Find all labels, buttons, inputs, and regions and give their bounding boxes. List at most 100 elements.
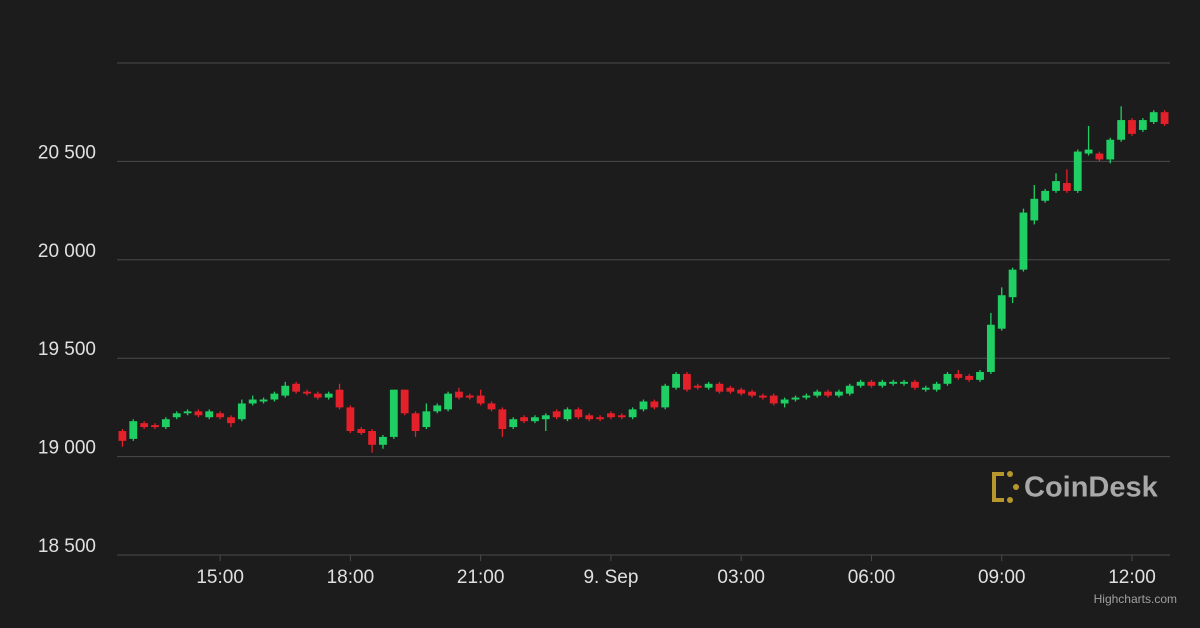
candle-body	[683, 373, 691, 390]
candle-body	[1117, 120, 1126, 140]
candle-body	[487, 403, 496, 410]
y-tick-label: 19 500	[38, 339, 96, 360]
candle-body	[389, 389, 398, 437]
candle-body	[715, 383, 724, 392]
candle-body	[1095, 153, 1104, 160]
candle-body	[737, 389, 746, 394]
candle-body	[379, 436, 387, 445]
y-tick-label: 20 000	[38, 241, 96, 262]
watermark: CoinDesk	[1024, 472, 1159, 504]
candle-body	[856, 381, 865, 386]
candle-body	[227, 417, 235, 424]
candle-body	[248, 399, 257, 404]
candle-body	[661, 385, 670, 408]
candle-body	[281, 385, 290, 396]
candle-body	[845, 385, 854, 394]
candle-body	[1138, 120, 1147, 130]
credits: Highcharts.com	[1094, 592, 1177, 606]
candle-body	[270, 393, 279, 400]
candle-body	[759, 395, 767, 398]
x-tick-label: 9. Sep	[583, 567, 638, 588]
logo-dot	[1013, 484, 1019, 490]
candle-body	[867, 381, 876, 386]
candle-body	[216, 413, 225, 418]
candle-body	[194, 411, 203, 416]
candle-body	[151, 425, 159, 428]
candle-body	[140, 423, 149, 428]
candle-body	[292, 383, 301, 392]
candle-body	[520, 417, 528, 422]
candle-body	[780, 399, 789, 404]
candle-body	[324, 393, 333, 398]
candle-body	[237, 403, 246, 420]
candle-body	[1062, 183, 1071, 191]
y-tick-label: 19 000	[38, 438, 96, 459]
y-tick-label: 18 500	[38, 536, 96, 557]
candle-body	[585, 415, 594, 420]
candle-body	[476, 395, 485, 404]
candle-body	[1149, 112, 1158, 123]
candle-body	[650, 401, 659, 408]
candle-body	[824, 391, 832, 396]
x-tick-label: 18:00	[327, 567, 375, 588]
x-tick-label: 21:00	[457, 567, 505, 588]
x-tick-label: 15:00	[196, 567, 244, 588]
candle-body	[726, 387, 735, 392]
candle-body	[335, 389, 344, 408]
candle-body	[997, 295, 1006, 329]
candle-body	[400, 389, 409, 414]
candle-body	[422, 411, 431, 428]
candle-body	[628, 409, 637, 418]
candle-body	[813, 391, 822, 396]
candle-body	[183, 411, 192, 414]
candle-body	[161, 419, 170, 428]
candle-body	[834, 391, 843, 396]
candle-body	[563, 409, 572, 420]
candle-body	[129, 421, 138, 439]
candle-body	[1030, 198, 1039, 221]
watermark-logo	[992, 471, 1019, 503]
x-tick-label: 09:00	[978, 567, 1026, 588]
candle-body	[607, 413, 615, 418]
candle-body	[617, 415, 626, 418]
logo-dot	[1007, 497, 1013, 503]
logo-dot	[1007, 471, 1013, 477]
candle-body	[259, 399, 268, 402]
candle-body	[986, 324, 995, 372]
candle-body	[1019, 212, 1028, 270]
candle-body	[802, 395, 811, 398]
candle-body	[1073, 151, 1082, 191]
x-tick-label: 06:00	[848, 567, 896, 588]
candle-body	[455, 391, 463, 398]
candle-body	[205, 411, 214, 418]
candle-body	[303, 391, 311, 394]
candle-body	[411, 413, 420, 432]
candle-body	[346, 407, 355, 432]
candle-body	[1084, 149, 1093, 154]
candle-body	[1160, 112, 1169, 125]
candle-body	[552, 411, 561, 418]
candle-body	[1008, 269, 1017, 298]
candle-body	[639, 401, 648, 410]
candle-body	[748, 391, 756, 396]
candle-body	[444, 393, 453, 410]
candle-body	[596, 417, 604, 420]
y-tick-label: 20 500	[38, 142, 96, 163]
candle-body	[693, 385, 702, 388]
x-tick-label: 12:00	[1108, 567, 1156, 588]
candle-body	[433, 405, 442, 412]
candle-body	[368, 431, 377, 445]
candle-body	[1106, 139, 1115, 160]
candle-body	[954, 373, 963, 378]
candle-body	[172, 413, 181, 418]
candle-body	[932, 383, 941, 390]
candle-body	[976, 371, 984, 380]
x-tick-label: 03:00	[717, 567, 765, 588]
candle-body	[943, 373, 952, 384]
candle-body	[672, 373, 680, 388]
candle-body	[1128, 120, 1136, 134]
candle-body	[878, 381, 887, 386]
candle-body	[531, 417, 539, 422]
